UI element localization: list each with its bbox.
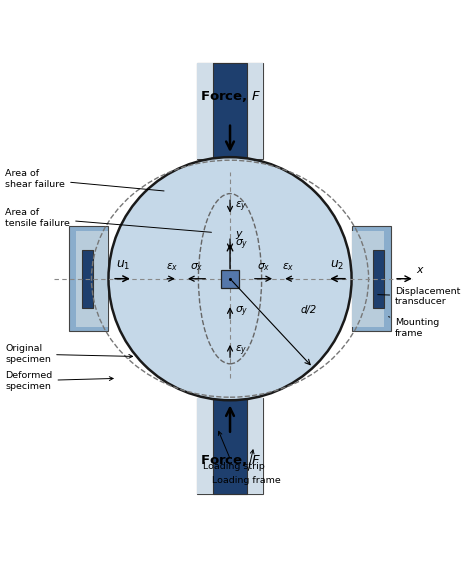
Text: $\mathbf{\it{u}}_1$: $\mathbf{\it{u}}_1$ (116, 259, 130, 272)
Bar (373, 250, 383, 308)
Bar (82, 250, 93, 308)
Bar (70, 226, 109, 332)
Text: $\sigma_x$: $\sigma_x$ (190, 261, 203, 273)
Text: $\varepsilon_x$: $\varepsilon_x$ (166, 261, 179, 273)
Bar (197, 63, 263, 160)
Bar (213, 398, 247, 495)
Text: $\sigma_x$: $\sigma_x$ (257, 261, 270, 273)
Bar (352, 226, 391, 332)
Bar (213, 63, 247, 160)
Text: $\sigma_y$: $\sigma_y$ (235, 305, 248, 319)
Bar (247, 63, 263, 160)
Text: d/2: d/2 (301, 305, 317, 315)
Text: x: x (417, 265, 423, 275)
Text: $\mathbf{\it{u}}_2$: $\mathbf{\it{u}}_2$ (330, 259, 344, 272)
Bar (247, 398, 263, 495)
Bar (197, 398, 213, 495)
Bar (197, 63, 213, 160)
Text: Displacement
transducer: Displacement transducer (378, 287, 461, 306)
Text: $\varepsilon_x$: $\varepsilon_x$ (282, 261, 294, 273)
Text: Original
specimen: Original specimen (5, 345, 133, 364)
Bar (221, 270, 239, 288)
Text: y: y (236, 229, 242, 239)
Text: Area of
tensile failure: Area of tensile failure (5, 209, 211, 232)
Text: Force, $\mathit{F}$: Force, $\mathit{F}$ (200, 453, 261, 468)
Text: $\varepsilon_y$: $\varepsilon_y$ (235, 344, 247, 358)
Text: Deformed
specimen: Deformed specimen (5, 371, 113, 391)
Bar (352, 230, 383, 327)
Text: $\varepsilon_y$: $\varepsilon_y$ (235, 199, 247, 214)
Bar (197, 398, 263, 495)
Text: Area of
shear failure: Area of shear failure (5, 169, 164, 191)
Text: Force, $\mathit{F}$: Force, $\mathit{F}$ (200, 89, 261, 105)
Bar (76, 230, 109, 327)
Text: Mounting
frame: Mounting frame (389, 316, 439, 338)
Circle shape (109, 157, 352, 400)
Ellipse shape (199, 194, 262, 364)
Text: Loading frame: Loading frame (212, 450, 281, 485)
Text: $\sigma_y$: $\sigma_y$ (235, 238, 248, 252)
Text: Loading strip: Loading strip (202, 432, 264, 471)
